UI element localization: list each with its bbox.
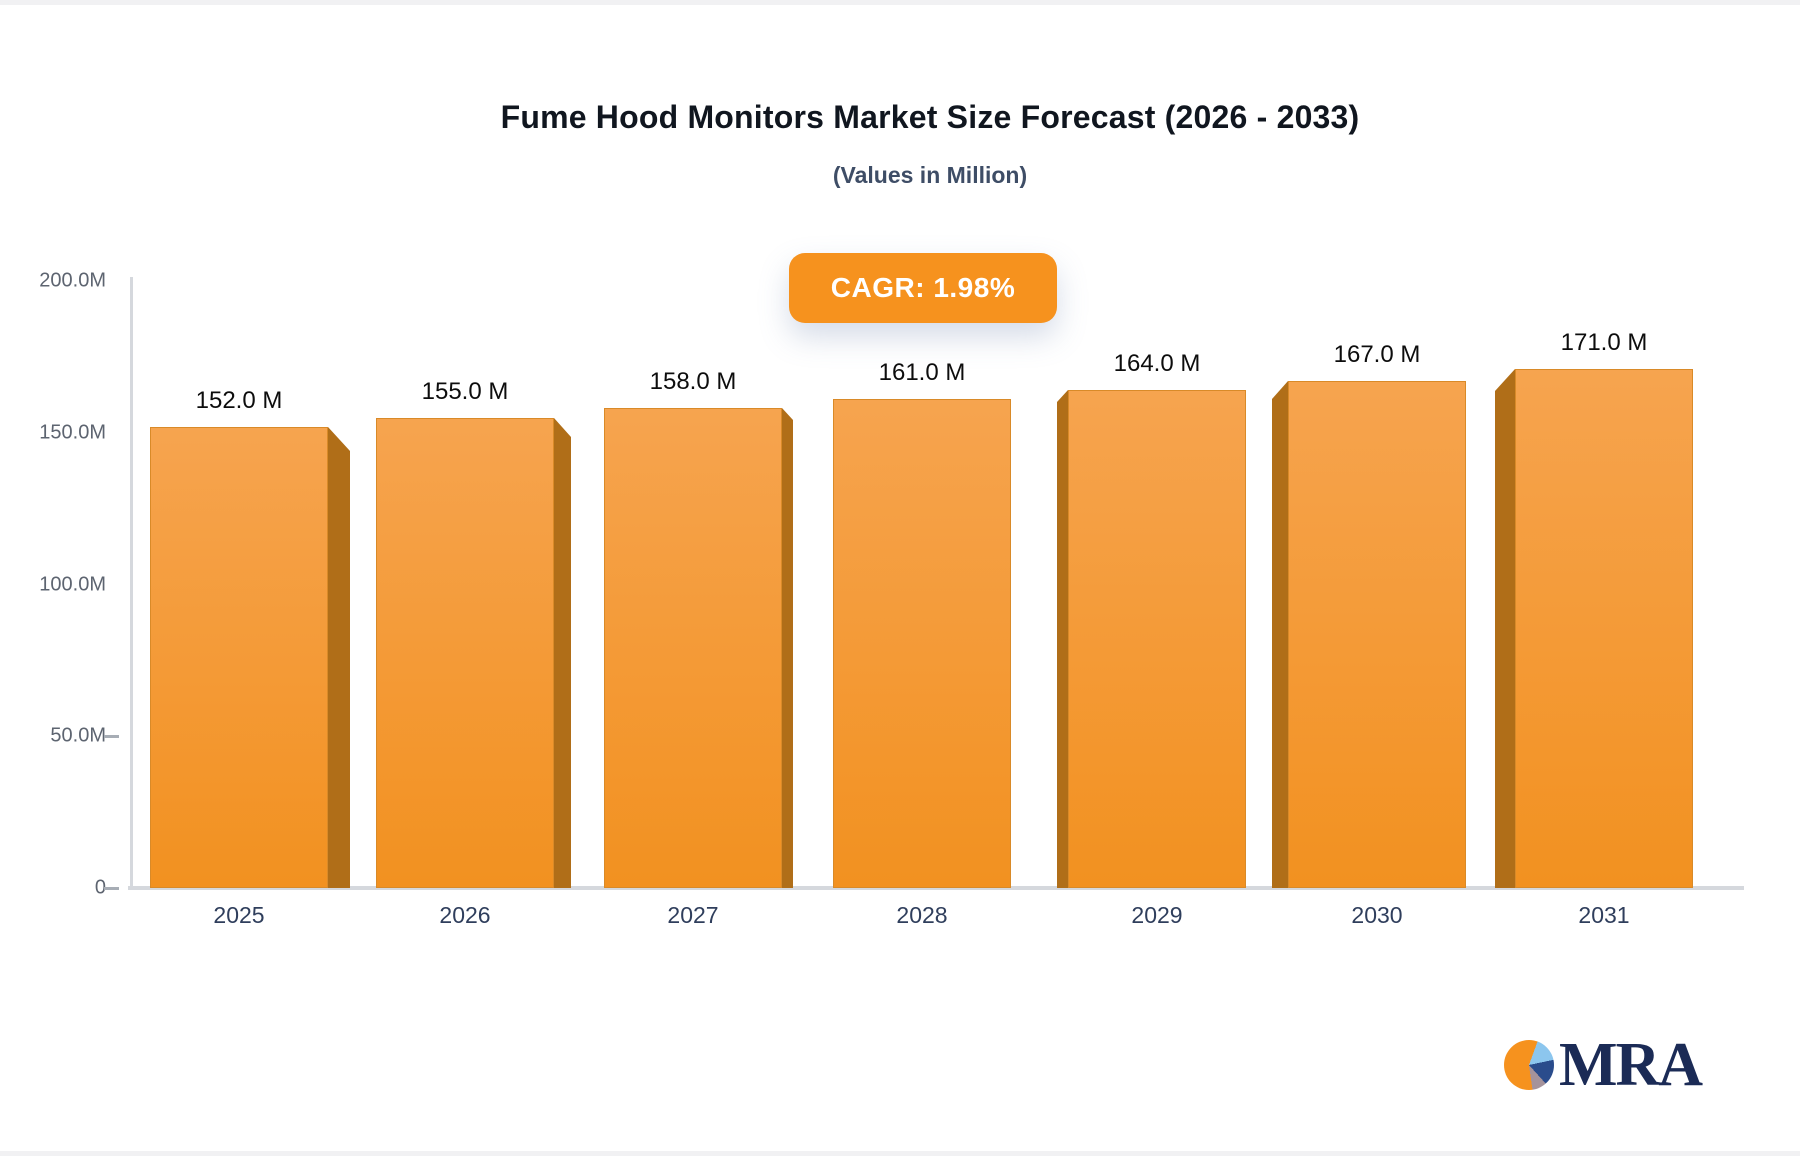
bar-3d-side-2027 [782, 408, 793, 888]
bar-value-label: 171.0 M [1560, 329, 1648, 356]
bar-3d-side-2025 [328, 427, 350, 888]
y-axis-tick-mark [104, 735, 119, 738]
bar-value-label: 152.0 M [195, 387, 283, 414]
bar-3d-side-2031 [1495, 369, 1515, 888]
cagr-badge: CAGR: 1.98% [789, 253, 1057, 323]
x-axis-tick-label: 2028 [896, 902, 948, 928]
bar-value-label: 164.0 M [1113, 350, 1201, 377]
screenshot-bottom-edge [0, 1151, 1800, 1156]
bar-3d-side-2029 [1057, 390, 1068, 888]
bar-2026 [376, 418, 554, 888]
cagr-badge-label: CAGR: 1.98% [830, 272, 1016, 303]
logo-text: MRA [1559, 1031, 1703, 1099]
y-axis-tick-label: 0 [94, 876, 106, 899]
bar-2025 [150, 427, 328, 888]
screenshot-top-edge [0, 0, 1800, 5]
x-axis-tick-label: 2030 [1351, 902, 1403, 928]
x-axis-tick-label: 2029 [1131, 902, 1183, 928]
x-axis-tick-label: 2025 [213, 902, 265, 928]
pie-chart-logo-icon [1504, 1040, 1554, 1090]
bar-2028 [833, 399, 1011, 888]
x-axis-tick-label: 2031 [1578, 902, 1630, 928]
chart-subtitle: (Values in Million) [832, 162, 1028, 188]
bar-2030 [1288, 381, 1466, 888]
y-axis-tick-label: 50.0M [50, 724, 106, 747]
y-axis-line [130, 277, 133, 889]
bar-3d-side-2030 [1272, 381, 1288, 888]
chart-title: Fume Hood Monitors Market Size Forecast … [500, 99, 1360, 135]
y-axis-tick-label: 100.0M [39, 573, 106, 596]
y-axis-tick-mark [104, 887, 119, 890]
bar-2027 [604, 408, 782, 888]
bar-value-label: 155.0 M [421, 378, 509, 405]
bar-3d-side-2026 [554, 418, 571, 888]
bar-value-label: 161.0 M [878, 359, 966, 386]
y-axis-tick-label: 200.0M [39, 269, 106, 292]
x-axis-line [128, 886, 1744, 890]
bar-2031 [1515, 369, 1693, 888]
x-axis-tick-label: 2027 [667, 902, 719, 928]
x-axis-tick-label: 2026 [439, 902, 491, 928]
logo: MRA [1504, 1031, 1703, 1099]
bar-value-label: 167.0 M [1333, 341, 1421, 368]
bar-value-label: 158.0 M [649, 368, 737, 395]
y-axis-tick-label: 150.0M [39, 421, 106, 444]
bar-2029 [1068, 390, 1246, 888]
